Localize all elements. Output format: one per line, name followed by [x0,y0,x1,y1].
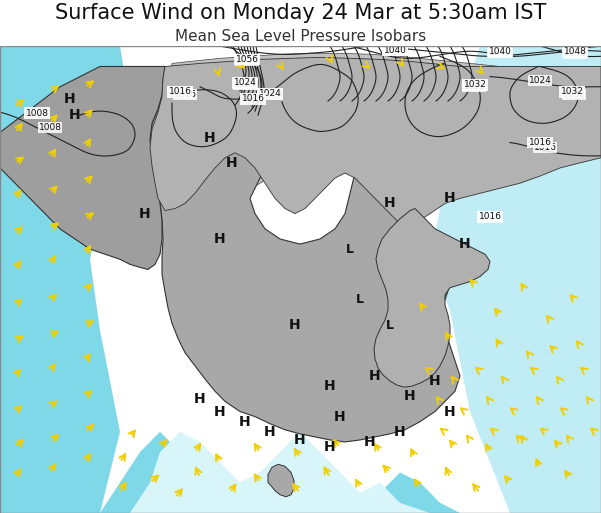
Text: H: H [429,374,441,388]
Text: H: H [324,379,336,393]
Text: 1056: 1056 [236,55,258,64]
Text: 1056: 1056 [236,56,258,65]
Text: 1040: 1040 [383,46,406,55]
Text: H: H [404,389,416,403]
Text: 1024: 1024 [529,76,551,85]
Polygon shape [374,209,490,387]
Text: H: H [294,433,306,447]
Text: H: H [459,237,471,251]
Text: 1032: 1032 [561,87,584,96]
Text: 1024: 1024 [234,80,257,89]
Text: 1024: 1024 [234,78,257,87]
Text: 1016: 1016 [534,143,557,152]
Text: 1032: 1032 [463,82,486,91]
Text: L: L [356,293,364,306]
Polygon shape [0,67,165,269]
Polygon shape [166,53,601,216]
Polygon shape [150,57,601,229]
Polygon shape [150,67,460,442]
Polygon shape [0,432,601,513]
Text: 1024: 1024 [258,89,281,98]
Text: 1016: 1016 [242,94,264,104]
Text: 1032: 1032 [463,80,486,89]
Polygon shape [130,432,430,513]
Text: H: H [204,130,216,145]
Text: 1040: 1040 [489,48,511,57]
Text: H: H [394,425,406,439]
Text: H: H [324,440,336,454]
Text: H: H [64,92,76,106]
Text: H: H [264,425,276,439]
Text: 1008: 1008 [25,109,49,117]
Text: H: H [69,108,81,122]
Text: Surface Wind on Monday 24 Mar at 5:30am IST: Surface Wind on Monday 24 Mar at 5:30am … [55,3,546,23]
Text: H: H [384,196,396,210]
Text: H: H [139,207,151,221]
Text: H: H [444,191,456,205]
Text: H: H [369,369,381,383]
Text: 1040: 1040 [489,47,511,56]
Text: 1016: 1016 [478,212,501,221]
Text: 1048: 1048 [564,47,587,56]
Text: H: H [334,409,346,424]
Text: L: L [346,243,354,255]
Text: H: H [194,392,206,406]
Text: 1032: 1032 [563,90,585,100]
Text: 1016: 1016 [528,138,552,147]
Text: L: L [386,319,394,332]
Text: 1008: 1008 [38,123,61,132]
Text: H: H [444,405,456,419]
Polygon shape [360,199,450,432]
Text: H: H [226,156,238,170]
Polygon shape [0,46,130,513]
Text: Mean Sea Level Pressure Isobars: Mean Sea Level Pressure Isobars [175,29,426,44]
Polygon shape [268,464,294,497]
Text: H: H [239,415,251,429]
Text: 1016: 1016 [174,90,197,100]
Text: H: H [214,232,226,246]
Text: H: H [364,435,376,449]
Text: H: H [289,318,301,332]
Text: 1040: 1040 [383,46,406,55]
Text: 1048: 1048 [564,49,587,58]
Polygon shape [430,46,601,513]
Text: H: H [214,405,226,419]
Text: 1016: 1016 [168,87,192,96]
